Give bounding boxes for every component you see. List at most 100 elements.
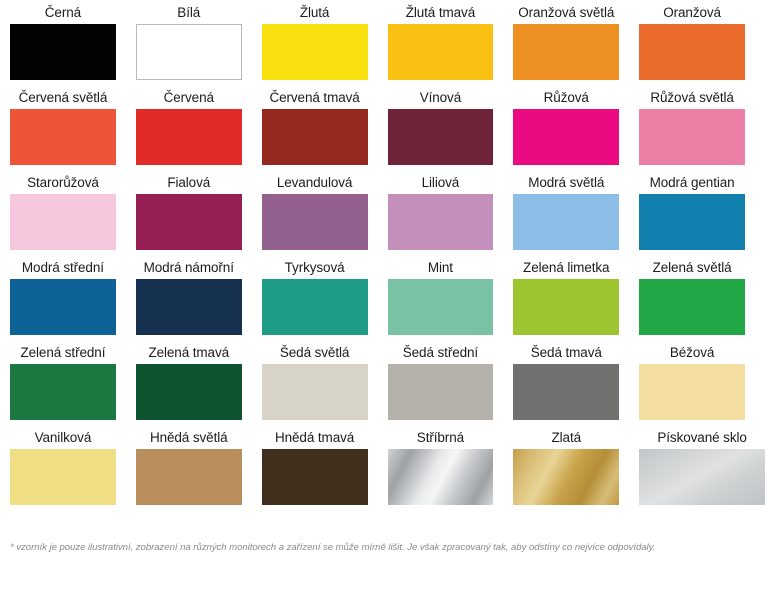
color-swatch[interactable] <box>513 449 620 505</box>
swatch-cell[interactable]: Hnědá světlá <box>135 429 262 514</box>
swatch-cell[interactable]: Zelená tmavá <box>135 344 262 429</box>
footnote-text: * vzorník je pouze ilustrativní, zobraze… <box>10 542 656 553</box>
swatch-label: Zelená tmavá <box>148 345 230 360</box>
swatch-cell[interactable]: Žlutá <box>261 4 388 89</box>
swatch-cell[interactable]: Liliová <box>387 174 514 259</box>
color-swatch[interactable] <box>10 364 116 420</box>
swatch-cell[interactable]: Zelená limetka <box>513 259 639 344</box>
swatch-cell[interactable]: Stříbrná <box>387 429 514 514</box>
swatch-cell[interactable]: Oranžová světlá <box>513 4 639 89</box>
swatch-cell[interactable]: Modrá střední <box>10 259 136 344</box>
color-swatch[interactable] <box>10 449 116 505</box>
swatch-label: Modrá námořní <box>143 260 234 275</box>
color-swatch[interactable] <box>135 449 242 505</box>
color-swatch[interactable] <box>513 279 620 335</box>
color-swatch[interactable] <box>261 449 368 505</box>
swatch-cell[interactable]: Hnědá tmavá <box>261 429 388 514</box>
swatch-cell[interactable]: Modrá světlá <box>513 174 639 259</box>
swatch-label: Mint <box>427 260 453 275</box>
color-swatch[interactable] <box>639 449 765 505</box>
color-swatch[interactable] <box>10 279 116 335</box>
swatch-label: Žlutá <box>299 5 330 20</box>
swatch-label: Žlutá tmavá <box>405 5 476 20</box>
swatch-cell[interactable]: Šedá tmavá <box>513 344 639 429</box>
color-swatch[interactable] <box>639 364 745 420</box>
swatch-label: Oranžová <box>663 5 721 20</box>
color-swatch[interactable] <box>513 194 620 250</box>
swatch-cell[interactable]: Modrá námořní <box>135 259 262 344</box>
swatch-cell[interactable]: Starorůžová <box>10 174 136 259</box>
swatch-label: Tyrkysová <box>284 260 345 275</box>
swatch-label: Vanilková <box>34 430 92 445</box>
swatch-label: Stříbrná <box>416 430 465 445</box>
swatch-cell[interactable]: Černá <box>10 4 136 89</box>
swatch-cell[interactable]: Oranžová <box>639 4 765 89</box>
color-swatch[interactable] <box>10 24 116 80</box>
swatch-label: Fialová <box>167 175 211 190</box>
color-swatch[interactable] <box>513 364 620 420</box>
color-swatch[interactable] <box>387 194 494 250</box>
color-swatch[interactable] <box>135 24 242 80</box>
color-swatch[interactable] <box>513 109 620 165</box>
swatch-cell[interactable]: Vanilková <box>10 429 136 514</box>
color-swatch[interactable] <box>513 24 620 80</box>
color-swatch[interactable] <box>387 449 494 505</box>
swatch-cell[interactable]: Růžová <box>513 89 639 174</box>
swatch-label: Šedá střední <box>402 345 479 360</box>
swatch-label: Vínová <box>419 90 462 105</box>
swatch-cell[interactable]: Tyrkysová <box>261 259 388 344</box>
color-swatch[interactable] <box>387 24 494 80</box>
swatch-cell[interactable]: Fialová <box>135 174 262 259</box>
color-swatch[interactable] <box>639 279 745 335</box>
swatch-cell[interactable]: Zelená světlá <box>639 259 765 344</box>
swatch-cell[interactable]: Červená světlá <box>10 89 136 174</box>
swatch-label: Hnědá světlá <box>149 430 228 445</box>
swatch-label: Šedá světlá <box>279 345 350 360</box>
swatch-cell[interactable]: Mint <box>387 259 514 344</box>
swatch-label: Pískované sklo <box>657 430 747 445</box>
color-swatch[interactable] <box>135 364 242 420</box>
color-swatch[interactable] <box>639 194 745 250</box>
color-swatch[interactable] <box>261 364 368 420</box>
swatch-cell[interactable]: Šedá světlá <box>261 344 388 429</box>
swatch-label: Růžová <box>543 90 589 105</box>
color-swatch[interactable] <box>639 24 745 80</box>
color-swatch[interactable] <box>135 109 242 165</box>
swatch-cell[interactable]: Červená <box>135 89 262 174</box>
swatch-cell[interactable]: Modrá gentian <box>639 174 765 259</box>
swatch-label: Oranžová světlá <box>518 5 615 20</box>
color-swatch[interactable] <box>387 279 494 335</box>
swatch-cell[interactable]: Levandulová <box>261 174 388 259</box>
color-swatch[interactable] <box>261 24 368 80</box>
swatch-cell[interactable]: Červená tmavá <box>261 89 388 174</box>
swatch-label: Modrá střední <box>21 260 104 275</box>
swatch-label: Bílá <box>177 5 201 20</box>
color-swatch[interactable] <box>10 109 116 165</box>
swatch-cell[interactable]: Šedá střední <box>387 344 514 429</box>
color-swatch[interactable] <box>387 364 494 420</box>
swatch-label: Zelená střední <box>20 345 106 360</box>
swatch-label: Hnědá tmavá <box>274 430 355 445</box>
swatch-cell[interactable]: Zelená střední <box>10 344 136 429</box>
swatch-label: Černá <box>44 5 82 20</box>
swatch-cell[interactable]: Vínová <box>387 89 514 174</box>
swatch-label: Červená tmavá <box>269 90 360 105</box>
color-swatch[interactable] <box>387 109 494 165</box>
color-swatch[interactable] <box>261 279 368 335</box>
color-palette-chart: Černá Bílá Žlutá Žlutá tmavá Oranžová světlá… <box>10 5 765 553</box>
color-swatch[interactable] <box>135 194 242 250</box>
color-swatch[interactable] <box>639 109 745 165</box>
swatch-cell[interactable]: Bílá <box>135 4 262 89</box>
color-swatch[interactable] <box>10 194 116 250</box>
swatch-label: Šedá tmavá <box>530 345 602 360</box>
color-swatch[interactable] <box>261 109 368 165</box>
swatch-cell[interactable]: Zlatá <box>513 429 639 514</box>
swatch-cell[interactable]: Žlutá tmavá <box>387 4 514 89</box>
swatch-cell[interactable]: Pískované sklo <box>639 429 765 514</box>
swatch-label: Růžová světlá <box>650 90 734 105</box>
swatch-cell[interactable]: Béžová <box>639 344 765 429</box>
color-swatch[interactable] <box>261 194 368 250</box>
color-swatch[interactable] <box>135 279 242 335</box>
swatch-cell[interactable]: Růžová světlá <box>639 89 765 174</box>
